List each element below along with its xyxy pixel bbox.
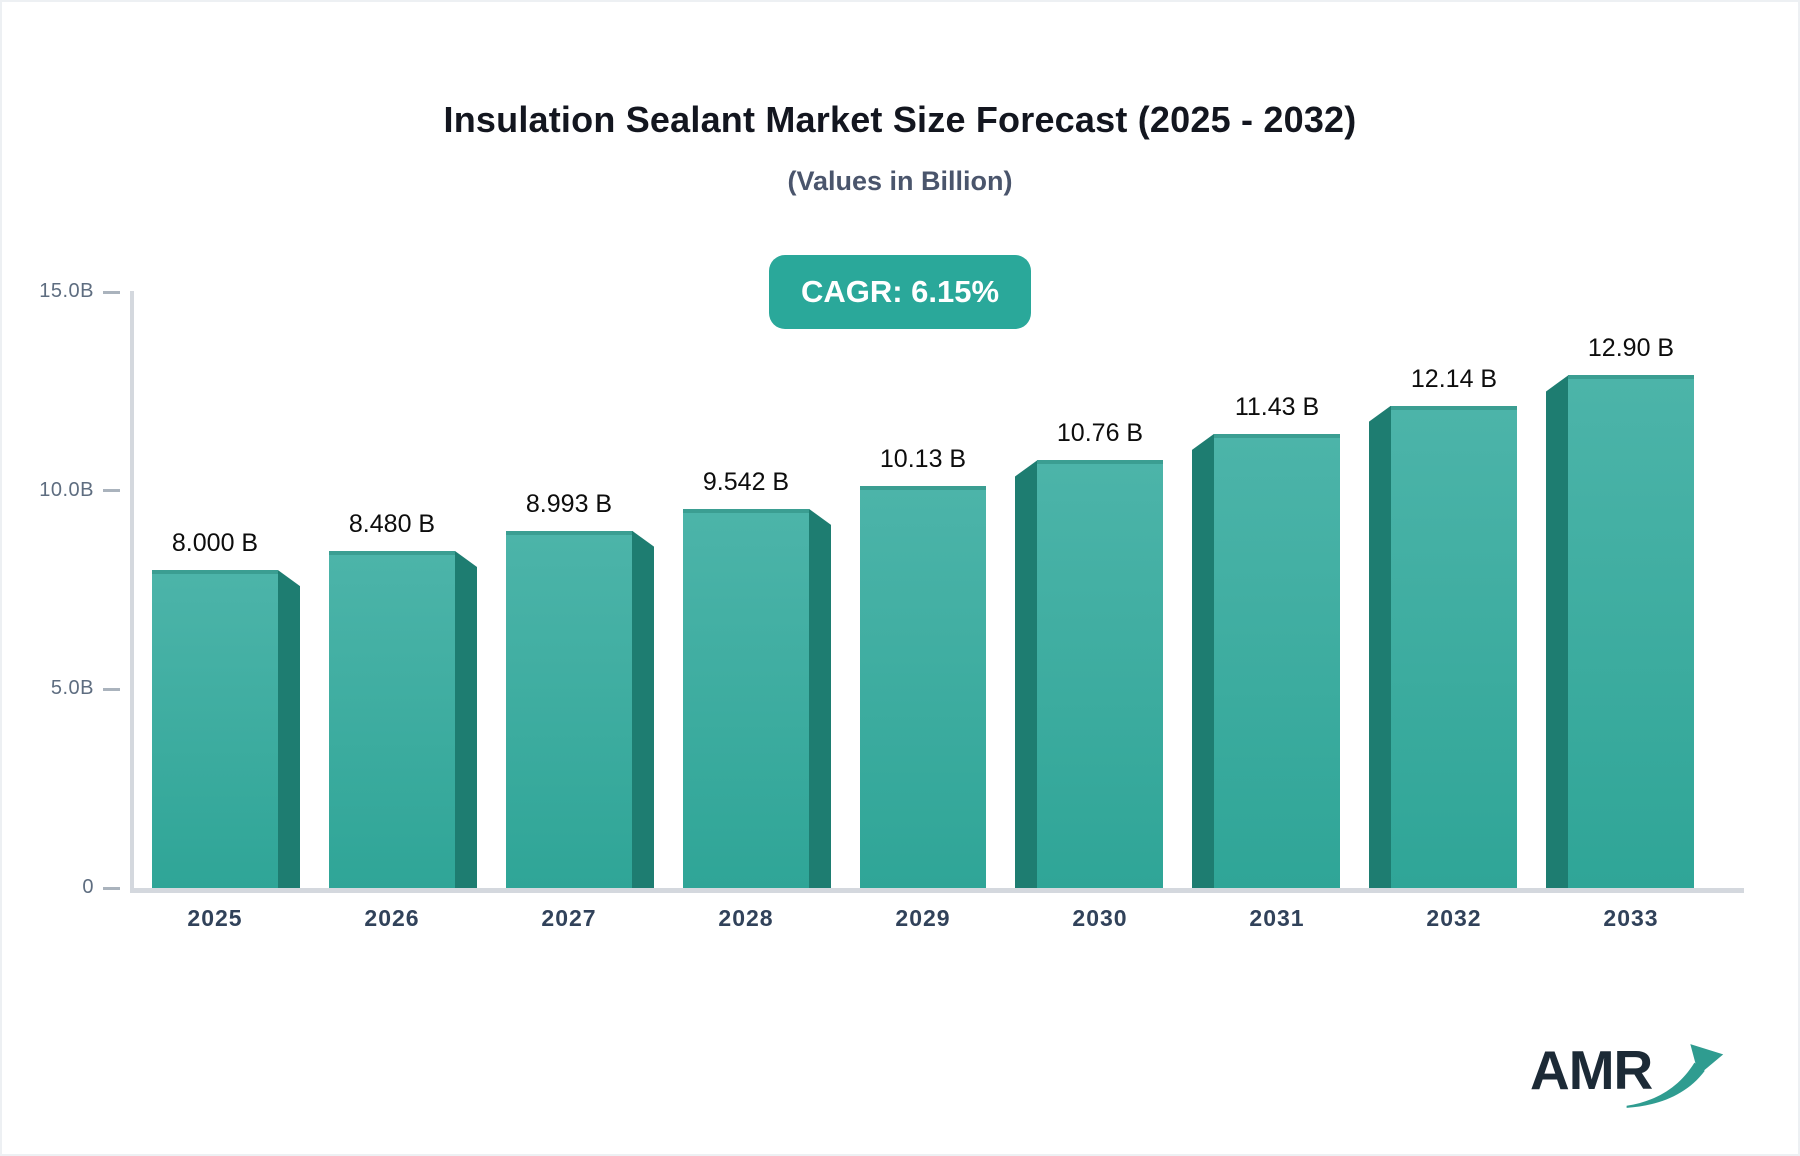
x-axis-baseline — [130, 888, 1744, 893]
bar-side-3d — [1192, 433, 1214, 888]
bar-2032 — [1391, 405, 1517, 888]
bar-value-label: 10.76 B — [1056, 419, 1144, 448]
x-axis-label-2026: 2026 — [364, 905, 420, 931]
page-title: Insulation Sealant Market Size Forecast … — [443, 99, 1357, 140]
bar-value-label: 8.000 B — [171, 529, 259, 558]
bar-2027 — [506, 530, 632, 888]
y-tick-label: 0 — [82, 876, 94, 898]
cagr-badge: CAGR: 6.15% — [768, 255, 1032, 329]
bar-2025 — [152, 570, 278, 888]
x-axis-label-2032: 2032 — [1426, 905, 1482, 931]
bar-side-3d — [455, 551, 477, 888]
bar-value-label: 9.542 B — [702, 467, 790, 496]
growth-arrow-icon — [1626, 1044, 1724, 1108]
bar-side-3d — [809, 508, 831, 888]
x-axis-label-2029: 2029 — [895, 905, 951, 931]
bar-2033 — [1568, 375, 1694, 888]
brand-logo: AMR — [1530, 1038, 1740, 1128]
bar-value-label: 12.14 B — [1410, 364, 1498, 393]
x-axis-label-2027: 2027 — [541, 905, 597, 931]
bar-side-3d — [278, 570, 300, 888]
bar-2030 — [1037, 460, 1163, 888]
y-tick-label: 15.0B — [39, 280, 94, 302]
y-tick-label: 10.0B — [39, 478, 94, 501]
bar-value-label: 12.90 B — [1587, 334, 1675, 363]
bar-side-3d — [1369, 405, 1391, 888]
chart-subtitle: (Values in Billion) — [787, 166, 1013, 196]
bar-2029 — [860, 485, 986, 888]
y-tick-dash — [103, 886, 120, 890]
bar-side-3d — [1546, 375, 1568, 888]
brand-logo-text: AMR — [1530, 1039, 1653, 1101]
bar-value-label: 8.993 B — [525, 489, 613, 518]
bar-value-label: 8.480 B — [348, 510, 436, 539]
bar-value-label: 10.13 B — [879, 444, 967, 473]
bar-side-3d — [632, 530, 654, 888]
bar-2026 — [329, 551, 455, 888]
x-axis-label-2033: 2033 — [1603, 905, 1659, 931]
x-axis-label-2025: 2025 — [187, 905, 243, 931]
x-axis-label-2031: 2031 — [1249, 905, 1305, 931]
bar-2031 — [1214, 433, 1340, 888]
y-tick-dash — [103, 687, 120, 691]
x-axis-label-2028: 2028 — [718, 905, 774, 931]
x-axis-label-2030: 2030 — [1072, 905, 1128, 931]
bar-side-3d — [1015, 460, 1037, 888]
y-tick-dash — [103, 489, 120, 493]
y-tick-dash — [103, 290, 120, 294]
bar-2028 — [683, 508, 809, 888]
y-axis-line — [130, 291, 134, 892]
bar-value-label: 11.43 B — [1234, 392, 1320, 421]
cagr-badge-wrap: CAGR: 6.15% — [2, 255, 1798, 329]
y-tick-label: 5.0B — [50, 677, 94, 700]
